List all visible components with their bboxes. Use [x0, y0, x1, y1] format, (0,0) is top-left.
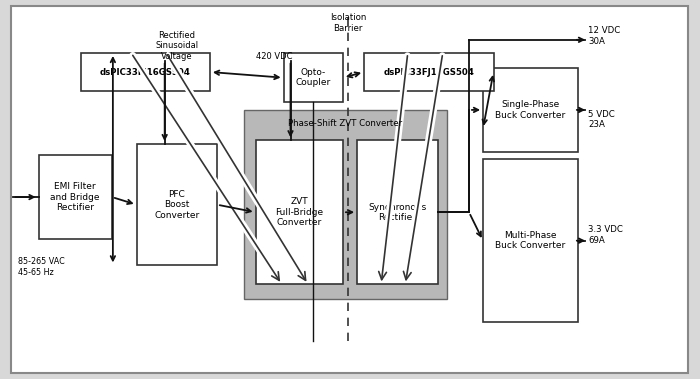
Text: Single-Phase
Buck Converter: Single-Phase Buck Converter: [495, 100, 566, 120]
Text: EMI Filter
and Bridge
Rectifier: EMI Filter and Bridge Rectifier: [50, 182, 100, 212]
Text: PFC
Boost
Converter: PFC Boost Converter: [154, 190, 199, 219]
Bar: [483, 68, 578, 152]
Text: Phase-Shift ZVT Converter: Phase-Shift ZVT Converter: [288, 119, 402, 128]
Bar: [364, 53, 494, 91]
Text: dsPIC33FJ16GS504: dsPIC33FJ16GS504: [384, 67, 474, 77]
Bar: [284, 53, 343, 102]
Text: 85-265 VAC
45-65 Hz: 85-265 VAC 45-65 Hz: [18, 257, 64, 277]
Bar: [357, 140, 438, 284]
Text: 420 VDC: 420 VDC: [256, 52, 292, 61]
Text: 5 VDC
23A: 5 VDC 23A: [588, 110, 615, 129]
Text: Isolation
Barrier: Isolation Barrier: [330, 13, 366, 33]
Text: dsPIC33FJ16GS504: dsPIC33FJ16GS504: [100, 67, 190, 77]
Text: Rectified
Sinusoidal
Voltage: Rectified Sinusoidal Voltage: [155, 31, 199, 61]
Bar: [244, 110, 447, 299]
Text: Synchronous
Rectifier: Synchronous Rectifier: [368, 202, 426, 222]
Bar: [136, 144, 217, 265]
Text: 3.3 VDC
69A: 3.3 VDC 69A: [588, 225, 623, 245]
Bar: [80, 53, 210, 91]
Text: 12 VDC
30A: 12 VDC 30A: [588, 26, 620, 46]
Bar: [483, 159, 578, 322]
Text: Multi-Phase
Buck Converter: Multi-Phase Buck Converter: [495, 231, 566, 251]
Text: Opto-
Coupler: Opto- Coupler: [295, 68, 331, 88]
Bar: [38, 155, 112, 239]
Bar: [256, 140, 343, 284]
Text: ZVT
Full-Bridge
Converter: ZVT Full-Bridge Converter: [275, 197, 323, 227]
